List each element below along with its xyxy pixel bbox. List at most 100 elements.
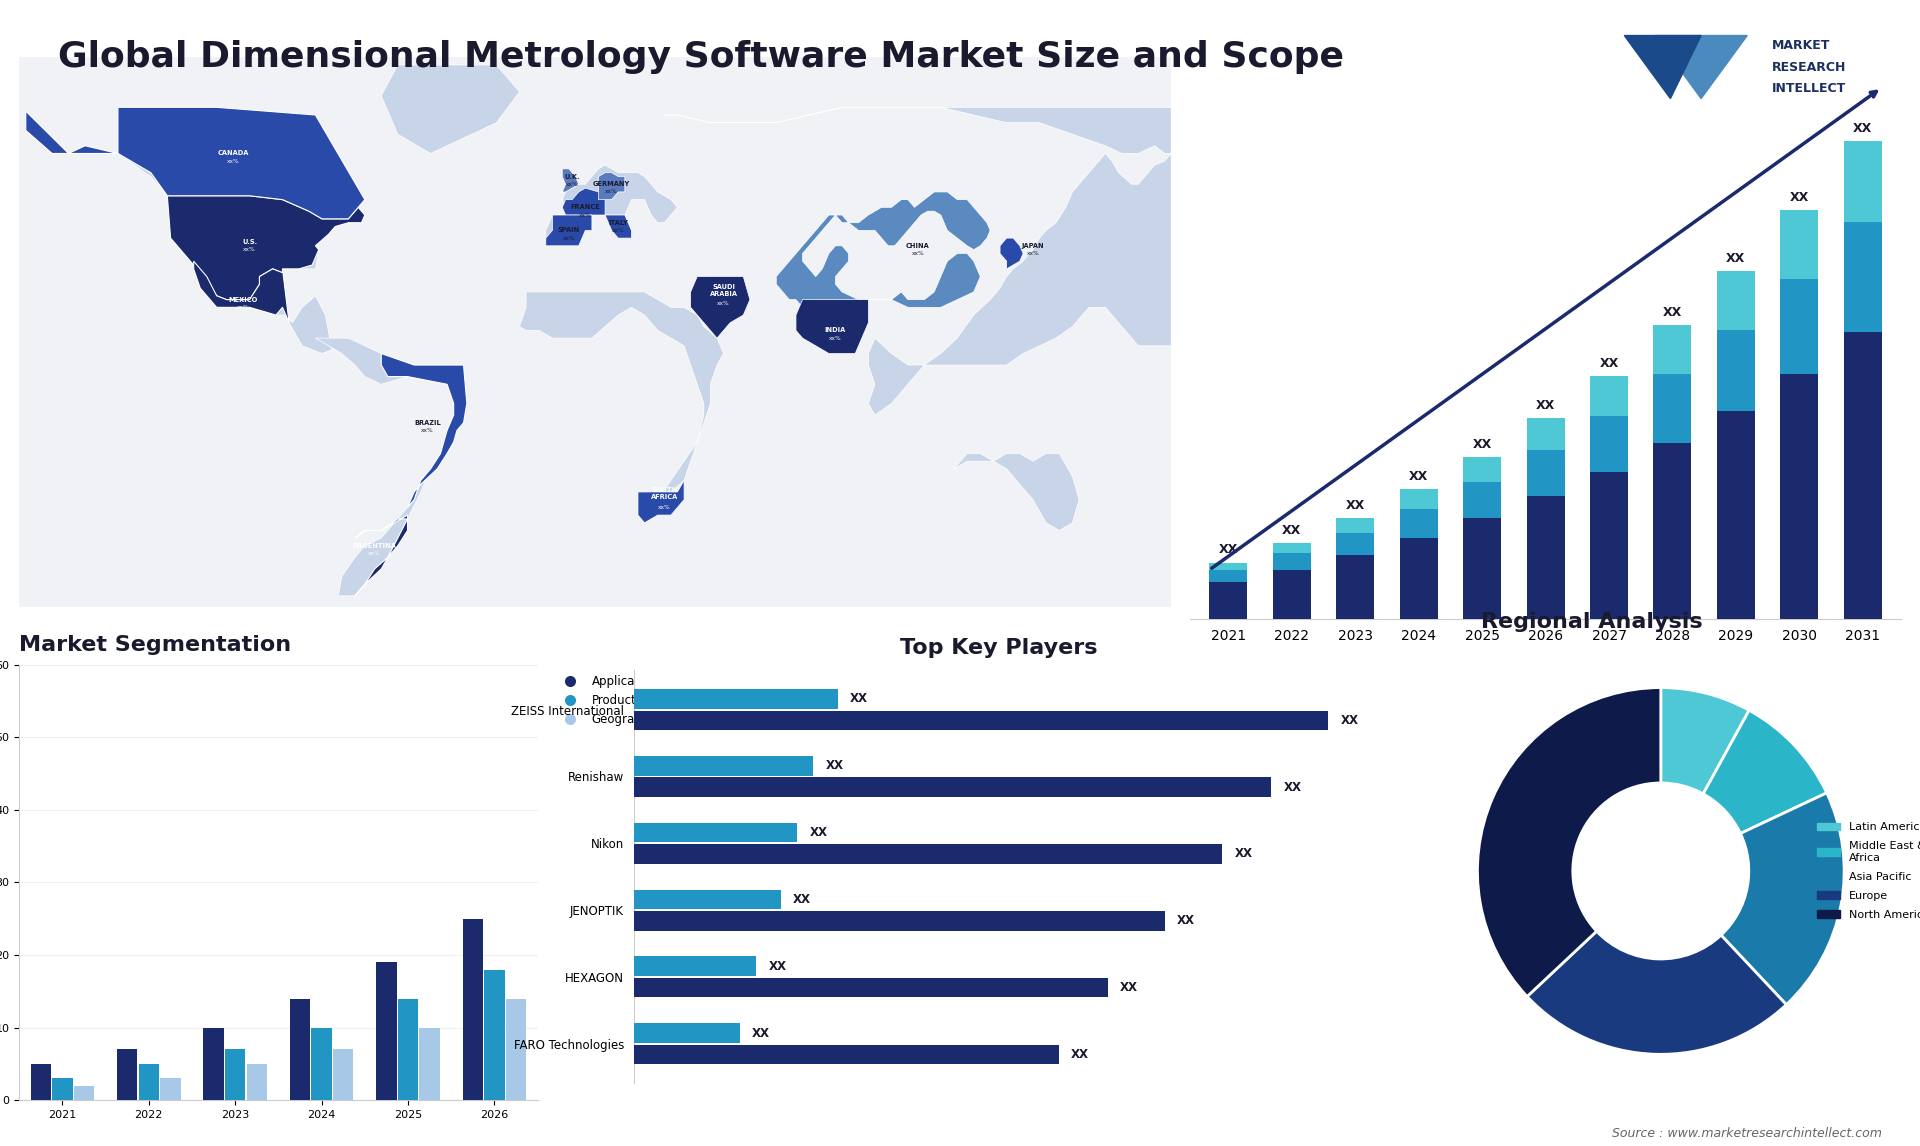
Text: INDIA: INDIA <box>826 328 847 333</box>
Polygon shape <box>545 165 678 245</box>
Bar <box>1843 222 1882 332</box>
Circle shape <box>1572 783 1749 959</box>
Bar <box>1336 555 1375 619</box>
Polygon shape <box>315 338 467 596</box>
Text: xx%: xx% <box>227 158 240 164</box>
Bar <box>311 1028 332 1100</box>
Bar <box>204 1028 225 1100</box>
Bar <box>376 963 397 1100</box>
Polygon shape <box>194 261 290 323</box>
Text: Global Dimensional Metrology Software Market Size and Scope: Global Dimensional Metrology Software Ma… <box>58 40 1344 74</box>
Text: INTELLECT: INTELLECT <box>1772 83 1845 95</box>
Text: xx%: xx% <box>912 251 924 256</box>
Text: XX: XX <box>1789 191 1809 204</box>
Text: xx%: xx% <box>1027 251 1039 256</box>
Polygon shape <box>605 215 632 238</box>
Polygon shape <box>797 299 868 353</box>
Polygon shape <box>1655 36 1747 99</box>
Polygon shape <box>563 188 605 215</box>
Text: XX: XX <box>1473 438 1492 452</box>
Bar <box>419 1028 440 1100</box>
Bar <box>117 1050 138 1100</box>
Bar <box>397 998 419 1100</box>
Text: xx%: xx% <box>718 301 730 306</box>
Bar <box>1526 496 1565 619</box>
Text: U.S.: U.S. <box>242 240 257 245</box>
Text: XX: XX <box>810 826 828 839</box>
Bar <box>634 777 1271 796</box>
Text: RESEARCH: RESEARCH <box>1772 61 1847 73</box>
Text: xx%: xx% <box>369 551 380 556</box>
Text: XX: XX <box>1536 399 1555 411</box>
Bar <box>1273 543 1311 552</box>
Bar <box>1716 330 1755 410</box>
Bar <box>1780 210 1818 278</box>
Text: xx%: xx% <box>244 248 255 252</box>
Text: XX: XX <box>1283 780 1302 794</box>
Polygon shape <box>25 108 365 219</box>
Bar <box>1273 570 1311 619</box>
Bar <box>1463 518 1501 619</box>
Bar <box>634 1023 739 1043</box>
Text: Source : www.marketresearchintellect.com: Source : www.marketresearchintellect.com <box>1611 1128 1882 1140</box>
Text: XX: XX <box>1119 981 1139 994</box>
Bar <box>1843 332 1882 619</box>
Title: Top Key Players: Top Key Players <box>900 637 1096 658</box>
Bar <box>634 911 1165 931</box>
Text: XX: XX <box>1346 500 1365 512</box>
Bar <box>1526 450 1565 496</box>
Bar <box>1463 481 1501 518</box>
Bar <box>1400 539 1438 619</box>
Bar <box>52 1078 73 1100</box>
Text: Market Segmentation: Market Segmentation <box>19 635 292 654</box>
Polygon shape <box>19 57 1171 607</box>
Text: xx%: xx% <box>580 212 591 218</box>
Bar <box>225 1050 246 1100</box>
Bar <box>634 756 814 776</box>
Text: CANADA: CANADA <box>217 150 250 157</box>
Polygon shape <box>1000 238 1023 269</box>
Text: XX: XX <box>1726 252 1745 265</box>
Text: JAPAN: JAPAN <box>1021 243 1044 249</box>
Bar <box>73 1085 94 1100</box>
Bar <box>1590 376 1628 416</box>
Polygon shape <box>167 196 365 299</box>
Polygon shape <box>1624 36 1701 99</box>
Wedge shape <box>1661 688 1749 794</box>
Text: CHINA: CHINA <box>906 243 929 249</box>
Text: XX: XX <box>851 692 868 706</box>
Text: XX: XX <box>1235 848 1252 861</box>
Bar <box>1400 489 1438 509</box>
Text: BRAZIL: BRAZIL <box>415 419 442 425</box>
Bar <box>1780 374 1818 619</box>
Wedge shape <box>1720 793 1843 1005</box>
Text: XX: XX <box>1071 1047 1089 1061</box>
Text: XX: XX <box>753 1027 770 1039</box>
Polygon shape <box>637 480 684 523</box>
Bar <box>1653 442 1692 619</box>
Bar <box>1210 563 1248 570</box>
Wedge shape <box>1703 711 1826 833</box>
Bar <box>634 689 837 709</box>
Bar <box>1843 141 1882 222</box>
Bar <box>1653 325 1692 374</box>
Bar <box>634 889 781 909</box>
Bar <box>31 1063 52 1100</box>
Text: xx%: xx% <box>236 305 250 309</box>
Polygon shape <box>691 276 751 338</box>
Text: XX: XX <box>1177 915 1196 927</box>
Title: Regional Analysis: Regional Analysis <box>1480 612 1703 631</box>
Bar <box>634 711 1329 730</box>
Text: XX: XX <box>1663 306 1682 319</box>
Bar <box>1400 509 1438 539</box>
Text: XX: XX <box>826 760 843 772</box>
Bar <box>634 823 797 842</box>
Bar <box>1780 278 1818 374</box>
Bar <box>1653 374 1692 442</box>
Text: xx%: xx% <box>829 336 841 340</box>
Bar <box>1210 570 1248 582</box>
Text: SPAIN: SPAIN <box>557 227 580 234</box>
Polygon shape <box>559 168 578 191</box>
Bar <box>290 998 311 1100</box>
Text: xx%: xx% <box>612 228 624 233</box>
